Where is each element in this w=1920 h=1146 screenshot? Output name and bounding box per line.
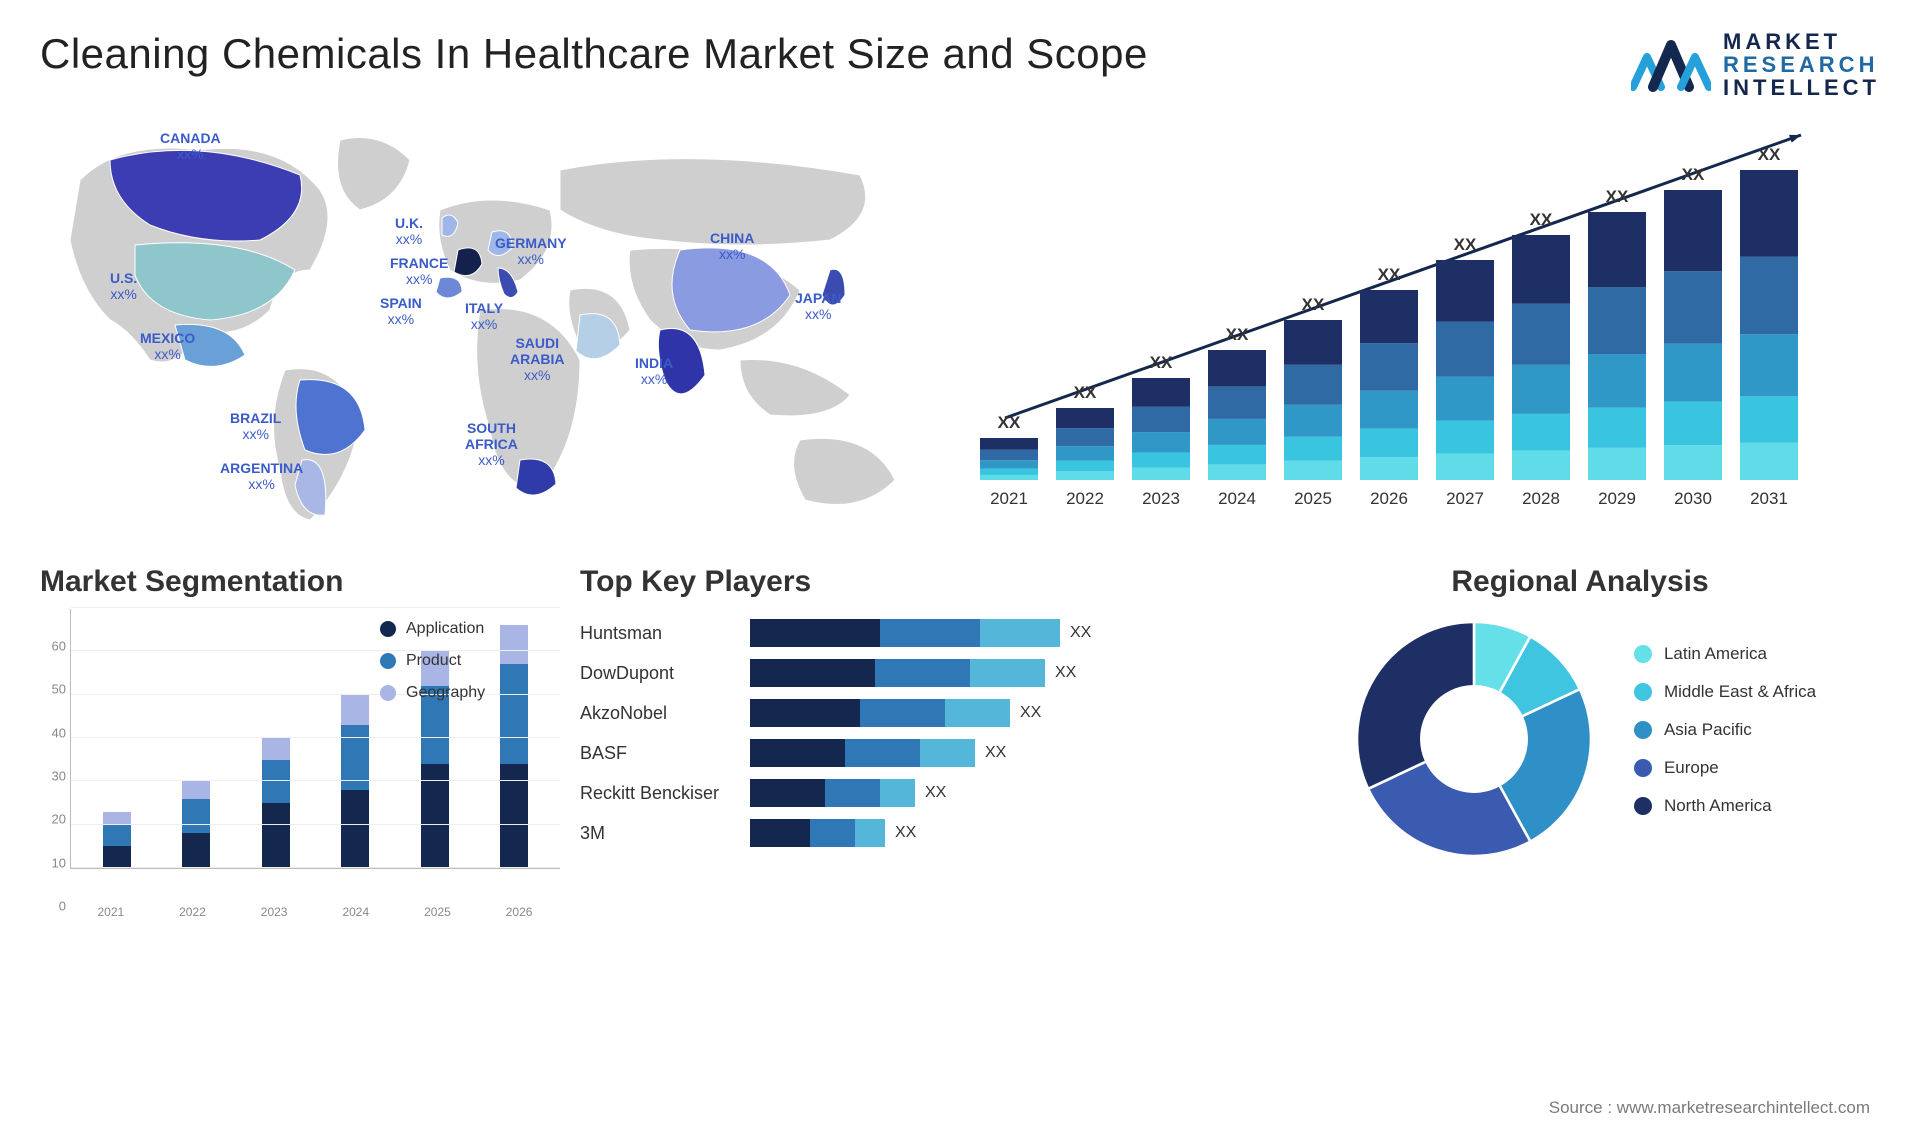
source-url: www.marketresearchintellect.com: [1617, 1098, 1870, 1117]
logo-line3: INTELLECT: [1723, 76, 1880, 99]
svg-text:XX: XX: [998, 413, 1021, 432]
svg-text:XX: XX: [1758, 145, 1781, 164]
segmentation-legend: Application Product Geography: [380, 620, 485, 716]
map-label-japan: JAPANxx%: [795, 290, 841, 322]
player-value: XX: [1070, 624, 1091, 642]
player-name: Reckitt Benckiser: [580, 783, 750, 804]
region-legend-item: Latin America: [1634, 644, 1816, 664]
svg-text:XX: XX: [1454, 235, 1477, 254]
regional-donut: [1344, 609, 1604, 869]
seg-legend-geography: Geography: [380, 684, 485, 702]
seg-legend-application: Application: [380, 620, 485, 638]
map-label-china: CHINAxx%: [710, 230, 754, 262]
seg-bar-2023: [262, 738, 290, 868]
player-row: BASF XX: [580, 739, 1260, 767]
player-bar: [750, 779, 915, 807]
logo-text: MARKET RESEARCH INTELLECT: [1723, 30, 1880, 99]
player-row: 3M XX: [580, 819, 1260, 847]
segmentation-panel: Market Segmentation 0102030405060 202120…: [40, 565, 560, 919]
svg-text:2030: 2030: [1674, 489, 1712, 508]
map-label-italy: ITALYxx%: [465, 300, 503, 332]
region-legend-item: North America: [1634, 796, 1816, 816]
player-bar: [750, 699, 1010, 727]
player-value: XX: [895, 824, 916, 842]
player-bar: [750, 819, 885, 847]
player-value: XX: [985, 744, 1006, 762]
map-label-uk: U.K.xx%: [395, 215, 423, 247]
svg-text:XX: XX: [1074, 383, 1097, 402]
player-row: Reckitt Benckiser XX: [580, 779, 1260, 807]
svg-text:2021: 2021: [990, 489, 1028, 508]
segmentation-title: Market Segmentation: [40, 565, 560, 599]
player-name: AkzoNobel: [580, 703, 750, 724]
player-bar: [750, 619, 1060, 647]
regional-title: Regional Analysis: [1280, 565, 1880, 599]
map-label-canada: CANADAxx%: [160, 130, 221, 162]
region-legend-item: Asia Pacific: [1634, 720, 1816, 740]
key-players-panel: Top Key Players HuntsmanXXDowDupontXXAkz…: [580, 565, 1260, 859]
market-size-chart: XX 2021 XX 2022 XX 2023 XX 2024 XX 2025 XX 2026 XX 20…: [960, 130, 1860, 520]
svg-text:XX: XX: [1226, 325, 1249, 344]
player-value: XX: [925, 784, 946, 802]
region-legend-item: Europe: [1634, 758, 1816, 778]
map-label-germany: GERMANYxx%: [495, 235, 567, 267]
svg-text:2031: 2031: [1750, 489, 1788, 508]
regional-panel: Regional Analysis Latin America Middle Ea…: [1280, 565, 1880, 869]
svg-text:2025: 2025: [1294, 489, 1332, 508]
world-map-panel: CANADAxx% U.S.xx% MEXICOxx% BRAZILxx% ARGENT…: [40, 120, 910, 540]
player-name: Huntsman: [580, 623, 750, 644]
source-line: Source : www.marketresearchintellect.com: [1549, 1098, 1870, 1118]
map-label-argentina: ARGENTINAxx%: [220, 460, 303, 492]
logo-line1: MARKET: [1723, 30, 1880, 53]
player-row: DowDupont XX: [580, 659, 1260, 687]
svg-text:XX: XX: [1606, 187, 1629, 206]
svg-text:XX: XX: [1378, 265, 1401, 284]
svg-text:XX: XX: [1150, 353, 1173, 372]
svg-text:2027: 2027: [1446, 489, 1484, 508]
map-label-mexico: MEXICOxx%: [140, 330, 195, 362]
map-label-saudi: SAUDIARABIAxx%: [510, 335, 564, 383]
player-row: Huntsman XX: [580, 619, 1260, 647]
map-label-southafrica: SOUTHAFRICAxx%: [465, 420, 518, 468]
map-label-india: INDIAxx%: [635, 355, 673, 387]
svg-text:XX: XX: [1530, 210, 1553, 229]
map-label-spain: SPAINxx%: [380, 295, 422, 327]
player-value: XX: [1020, 704, 1041, 722]
map-label-usa: U.S.xx%: [110, 270, 137, 302]
seg-legend-product: Product: [380, 652, 485, 670]
map-label-brazil: BRAZILxx%: [230, 410, 281, 442]
svg-text:2028: 2028: [1522, 489, 1560, 508]
svg-text:2029: 2029: [1598, 489, 1636, 508]
player-bar: [750, 659, 1045, 687]
market-size-chart-svg: XX 2021 XX 2022 XX 2023 XX 2024 XX 2025 XX 2026 XX 20…: [960, 130, 1860, 520]
logo-line2: RESEARCH: [1723, 53, 1880, 76]
svg-text:2023: 2023: [1142, 489, 1180, 508]
seg-bar-2022: [182, 781, 210, 868]
seg-bar-2021: [103, 812, 131, 868]
map-label-france: FRANCExx%: [390, 255, 448, 287]
svg-text:XX: XX: [1682, 165, 1705, 184]
svg-text:2024: 2024: [1218, 489, 1256, 508]
page-title: Cleaning Chemicals In Healthcare Market …: [40, 30, 1148, 78]
regional-legend: Latin America Middle East & Africa Asia Pa…: [1634, 644, 1816, 834]
source-label: Source :: [1549, 1098, 1612, 1117]
player-bar: [750, 739, 975, 767]
svg-text:2022: 2022: [1066, 489, 1104, 508]
player-name: DowDupont: [580, 663, 750, 684]
svg-text:XX: XX: [1302, 295, 1325, 314]
player-name: BASF: [580, 743, 750, 764]
players-title: Top Key Players: [580, 565, 1260, 599]
player-name: 3M: [580, 823, 750, 844]
svg-text:2026: 2026: [1370, 489, 1408, 508]
player-row: AkzoNobel XX: [580, 699, 1260, 727]
header: Cleaning Chemicals In Healthcare Market …: [40, 30, 1880, 99]
region-legend-item: Middle East & Africa: [1634, 682, 1816, 702]
brand-logo: MARKET RESEARCH INTELLECT: [1631, 30, 1880, 99]
logo-peaks-icon: [1631, 37, 1711, 93]
seg-bar-2026: [500, 625, 528, 868]
player-value: XX: [1055, 664, 1076, 682]
